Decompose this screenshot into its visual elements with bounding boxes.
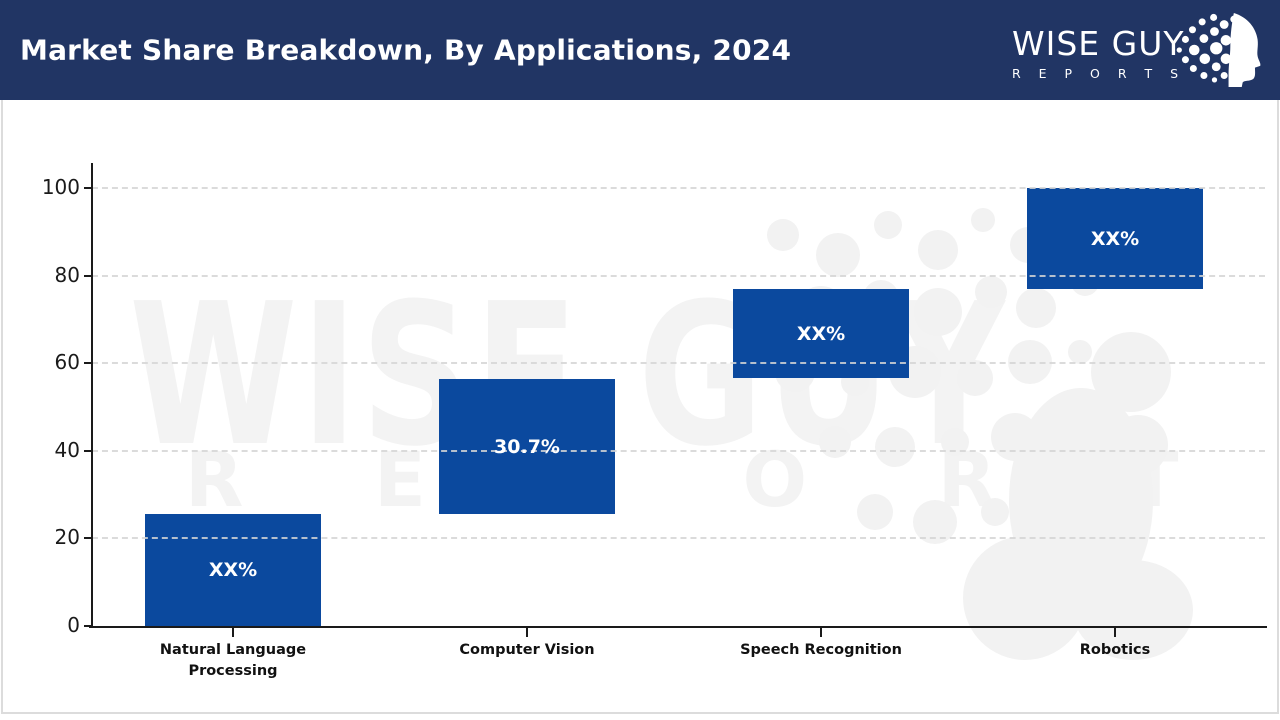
- y-tick-40: [84, 449, 92, 452]
- bar-value-label: XX%: [796, 322, 846, 345]
- header-bar: Market Share Breakdown, By Applications,…: [0, 0, 1280, 100]
- y-tick-20: [84, 537, 92, 540]
- x-tick-4: [1114, 628, 1116, 637]
- category-label: Computer Vision: [427, 640, 627, 661]
- bar-2: [439, 379, 615, 514]
- y-tick-60: [84, 362, 92, 365]
- logo-text: WISE GUY R E P O R T S: [1012, 24, 1186, 81]
- y-axis: [91, 163, 93, 628]
- category-label-text: Natural Language Processing: [159, 642, 307, 680]
- category-label: Speech Recognition: [721, 640, 921, 661]
- gridline-40: [92, 449, 1265, 452]
- x-tick-2: [526, 628, 528, 637]
- bar-1: [145, 513, 321, 626]
- wise-guy-reports-logo: WISE GUY R E P O R T S: [1012, 8, 1262, 92]
- y-tick-label-60: 60: [54, 350, 80, 375]
- y-tick-80: [84, 274, 92, 277]
- page-title: Market Share Breakdown, By Applications,…: [20, 33, 792, 67]
- y-tick-100: [84, 187, 92, 189]
- gridline-80: [92, 274, 1265, 277]
- chart-area: WISE GUY R E P O R T S 020406080100XX%Na…: [1, 100, 1279, 714]
- bar-value-label: XX%: [208, 558, 258, 581]
- logo-head-icon: [1176, 13, 1261, 87]
- y-tick-label-0: 0: [67, 613, 80, 637]
- logo-subtitle: R E P O R T S: [1012, 66, 1186, 81]
- category-label: Robotics: [1015, 640, 1215, 661]
- y-tick-0: [84, 625, 92, 627]
- category-label-text: Computer Vision: [459, 642, 595, 658]
- category-label-text: Robotics: [1079, 642, 1151, 658]
- category-label: Natural Language Processing: [133, 640, 333, 682]
- watermark-head-dots-icon: [753, 208, 1193, 660]
- bar-4: [1027, 188, 1203, 290]
- logo-name: WISE GUY: [1012, 24, 1185, 63]
- bar-value-label: 30.7%: [494, 435, 560, 458]
- y-tick-label-80: 80: [54, 262, 80, 287]
- gridline-60: [92, 362, 1265, 365]
- gridline-100: [92, 187, 1265, 189]
- x-tick-3: [820, 628, 822, 637]
- gridline-20: [92, 537, 1265, 540]
- y-tick-label-20: 20: [54, 525, 80, 550]
- y-tick-label-40: 40: [54, 437, 80, 462]
- x-tick-1: [232, 628, 234, 637]
- bar-value-label: XX%: [1090, 227, 1140, 250]
- y-tick-label-100: 100: [41, 175, 80, 199]
- x-axis: [89, 626, 1267, 628]
- category-label-text: Speech Recognition: [740, 642, 902, 658]
